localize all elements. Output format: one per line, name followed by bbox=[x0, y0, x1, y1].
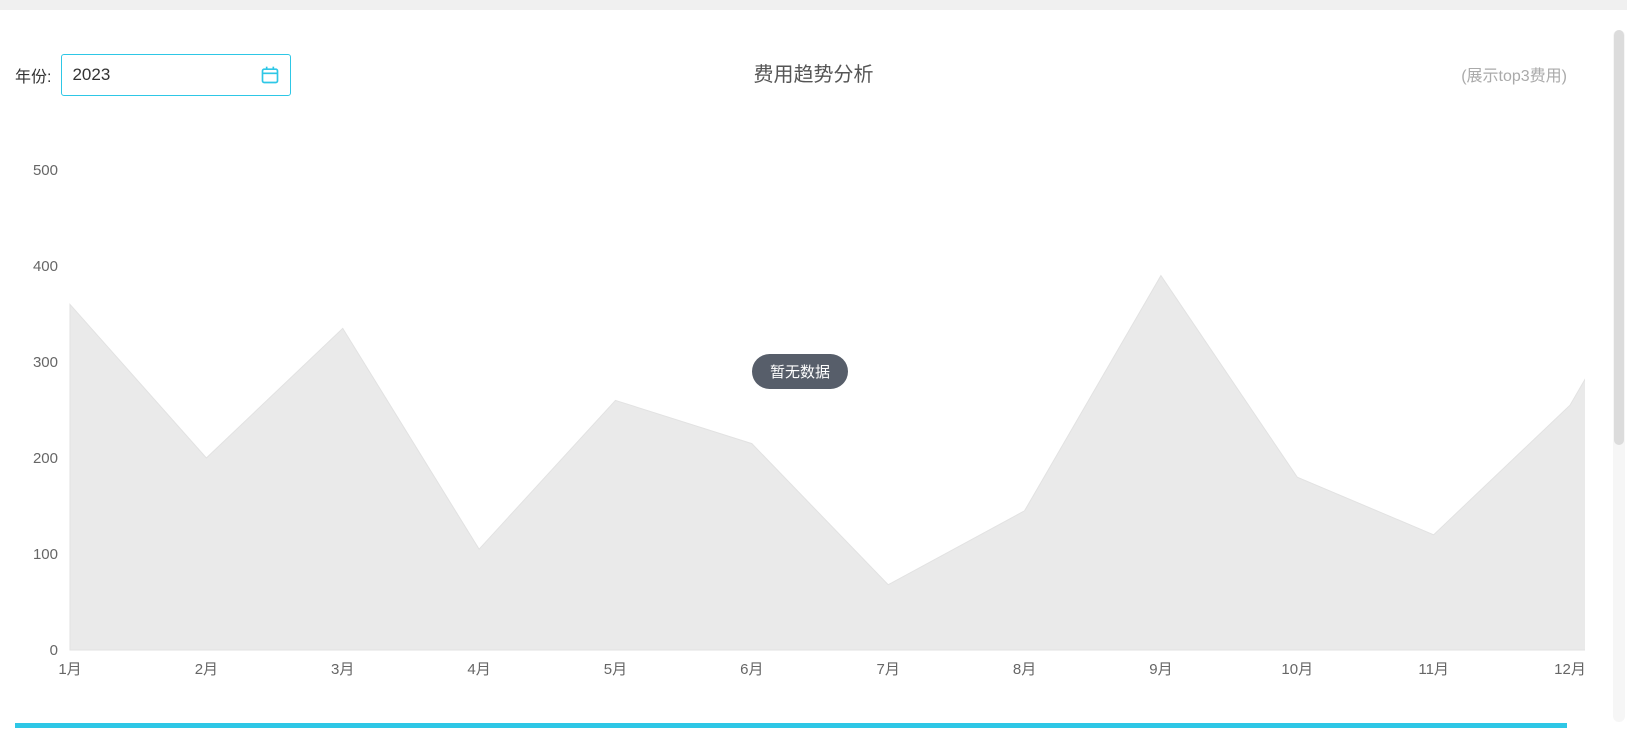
svg-text:200: 200 bbox=[33, 450, 58, 467]
svg-text:2月: 2月 bbox=[195, 661, 218, 678]
svg-text:5月: 5月 bbox=[604, 661, 627, 678]
calendar-icon[interactable] bbox=[260, 65, 280, 85]
scrollbar-thumb[interactable] bbox=[1614, 30, 1624, 445]
svg-text:11月: 11月 bbox=[1418, 661, 1449, 678]
svg-text:100: 100 bbox=[33, 546, 58, 563]
header-row: 年份: 费用趋势分析 (展示top3费用) bbox=[0, 10, 1627, 90]
accent-underline bbox=[15, 723, 1567, 728]
scrollbar-track[interactable] bbox=[1613, 30, 1625, 722]
svg-text:8月: 8月 bbox=[1013, 661, 1036, 678]
chart-title: 费用趋势分析 bbox=[754, 58, 874, 87]
top-strip bbox=[0, 0, 1627, 10]
svg-text:7月: 7月 bbox=[877, 661, 900, 678]
svg-text:9月: 9月 bbox=[1149, 661, 1172, 678]
svg-text:300: 300 bbox=[33, 354, 58, 371]
chart-subtitle: (展示top3费用) bbox=[1461, 62, 1567, 86]
svg-text:10月: 10月 bbox=[1281, 661, 1313, 678]
area-chart: 0 100 200 300 400 500 1月 2月 3月 4月 5月 6月 7月 8月 9月 10月 11月… bbox=[15, 90, 1585, 710]
svg-text:12月: 12月 bbox=[1554, 661, 1585, 678]
svg-text:0: 0 bbox=[50, 642, 58, 659]
svg-text:3月: 3月 bbox=[331, 661, 354, 678]
svg-text:500: 500 bbox=[33, 162, 58, 179]
no-data-badge: 暂无数据 bbox=[752, 354, 848, 389]
svg-text:6月: 6月 bbox=[740, 661, 763, 678]
svg-text:4月: 4月 bbox=[467, 661, 490, 678]
main-panel: 年份: 费用趋势分析 (展示top3费用) 0 100 200 300 400 500 1月… bbox=[0, 10, 1627, 742]
svg-text:1月: 1月 bbox=[58, 661, 81, 678]
chart-container: 0 100 200 300 400 500 1月 2月 3月 4月 5月 6月 7月 8月 9月 10月 11月… bbox=[15, 90, 1585, 710]
svg-text:400: 400 bbox=[33, 258, 58, 275]
year-input[interactable] bbox=[62, 65, 293, 85]
year-label: 年份: bbox=[15, 63, 51, 87]
